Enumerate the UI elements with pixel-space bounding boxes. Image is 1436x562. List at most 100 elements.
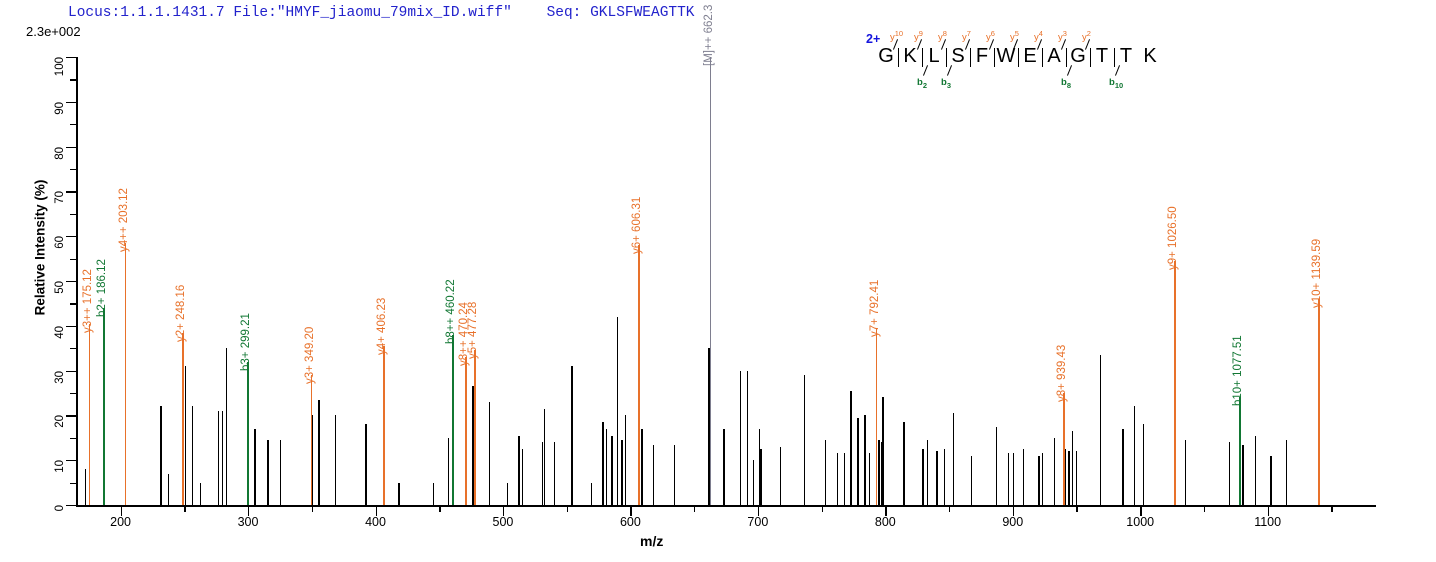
y-tick xyxy=(66,370,76,372)
annotated-peak-b_ion xyxy=(1239,397,1241,505)
y-tick xyxy=(70,482,76,484)
cleavage-bar xyxy=(994,48,996,67)
spectrum-peak xyxy=(84,469,87,505)
y-tick xyxy=(66,191,76,193)
annotated-peak-y_ion xyxy=(474,350,476,505)
plot-area[interactable] xyxy=(76,57,1376,505)
x-tick-minor xyxy=(566,506,568,512)
residue-10: T xyxy=(1095,45,1109,67)
header-line: Locus:1.1.1.1431.7 File:"HMYF_jiaomu_79m… xyxy=(0,5,1436,25)
spectrum-peak xyxy=(864,415,866,505)
residue-9: G xyxy=(1070,45,1086,67)
spectrum-peak xyxy=(191,406,194,505)
y-tick xyxy=(66,505,76,507)
spectrum-peak xyxy=(1022,449,1025,505)
spectrum-peak xyxy=(758,428,760,505)
spectrum-peak xyxy=(466,395,468,505)
spectrum-peak xyxy=(1012,453,1015,505)
spectrum-peak xyxy=(571,366,573,505)
y-tick xyxy=(66,325,76,328)
spectrum-peak xyxy=(553,442,556,505)
y-tick xyxy=(70,169,76,171)
y-axis-line xyxy=(76,57,78,506)
annotated-peak-b_ion xyxy=(247,361,249,505)
spectrum-peak xyxy=(472,386,474,505)
spectrum-peak xyxy=(740,370,742,505)
spectrum-peak xyxy=(943,449,946,505)
y-ion-label-5: y5 xyxy=(1010,29,1019,44)
spectrum-peak xyxy=(365,424,367,505)
cleavage-bar xyxy=(1042,48,1044,67)
x-tick xyxy=(375,506,377,516)
spectrum-peak xyxy=(850,390,852,505)
residue-5: F xyxy=(975,45,989,67)
spectrum-peak xyxy=(199,482,202,505)
spectrum-peak xyxy=(880,442,883,505)
peak-label: y2+ 248.16 xyxy=(174,284,187,342)
spectrum-peak xyxy=(1242,444,1244,505)
residue-3: L xyxy=(928,45,940,67)
spectrum-peak xyxy=(1142,424,1145,505)
y-tick-label: 70 xyxy=(54,191,66,205)
spectrum-peak xyxy=(267,440,269,505)
spectrum-peak xyxy=(617,316,619,505)
residue-12: K xyxy=(1143,45,1157,67)
y-tick xyxy=(66,236,76,238)
y-tick-label: 100 xyxy=(54,57,66,77)
x-tick xyxy=(757,506,760,516)
y-tick xyxy=(66,281,76,283)
spectrum-peak xyxy=(673,444,676,505)
precursor-charge-badge: 2+ xyxy=(866,32,881,46)
peak-label: y9+ 1026.50 xyxy=(1166,206,1179,270)
residue-8: A xyxy=(1047,45,1061,67)
spectrum-peak xyxy=(708,348,710,505)
x-tick-minor xyxy=(439,506,441,512)
spectrum-peak xyxy=(1133,406,1136,505)
x-tick-label: 400 xyxy=(365,515,386,529)
b-ion-label-8: b8 xyxy=(1061,77,1071,90)
spectrum-peak xyxy=(922,449,924,505)
cleavage-bar xyxy=(922,48,924,67)
b-ion-label-2: b2 xyxy=(917,77,927,90)
base-peak-intensity: 2.3e+002 xyxy=(26,24,81,39)
y-tick-label: 20 xyxy=(54,415,66,429)
header-text: Locus:1.1.1.1431.7 File:"HMYF_jiaomu_79m… xyxy=(68,5,695,21)
spectrum-peak xyxy=(1068,451,1070,505)
spectrum-peak xyxy=(432,482,435,505)
y-tick xyxy=(70,348,76,350)
y-axis-title: Relative Intensity (%) xyxy=(32,179,48,316)
y-ion-label-4: y4 xyxy=(1034,29,1043,44)
spectrum-peak xyxy=(624,415,627,505)
annotated-peak-y_ion xyxy=(383,345,386,505)
residue-11: T xyxy=(1119,45,1133,67)
x-tick xyxy=(885,506,887,516)
y-tick xyxy=(66,57,76,59)
y-tick-label: 40 xyxy=(54,325,66,339)
x-tick xyxy=(1012,506,1015,516)
cleavage-bar xyxy=(898,48,900,67)
peak-label: b10+ 1077.51 xyxy=(1232,335,1244,407)
y-tick xyxy=(70,79,76,81)
spectrum-peak xyxy=(398,482,400,505)
x-tick-label: 800 xyxy=(874,515,896,529)
cleavage-bar xyxy=(1090,48,1092,67)
annotated-peak-y_ion xyxy=(1318,298,1320,505)
spectrum-peak xyxy=(184,366,187,505)
spectrum-peak xyxy=(518,435,520,505)
spectrum-peak xyxy=(334,415,337,505)
spectrum-peak xyxy=(1285,440,1287,505)
y-ion-label-6: y6 xyxy=(986,29,995,44)
spectrum-peak xyxy=(254,428,256,505)
annotated-peak-y_ion xyxy=(310,375,313,505)
annotated-peak-y_ion xyxy=(1063,393,1065,505)
residue-7: E xyxy=(1023,45,1037,67)
spectrum-peak xyxy=(621,440,623,505)
cleavage-bar xyxy=(1018,48,1020,67)
x-tick-minor xyxy=(311,506,314,512)
x-tick-minor xyxy=(1331,506,1333,512)
spectrum-peak xyxy=(1228,442,1231,505)
spectrum-peak xyxy=(1053,437,1055,505)
spectrum-peak xyxy=(952,413,955,505)
